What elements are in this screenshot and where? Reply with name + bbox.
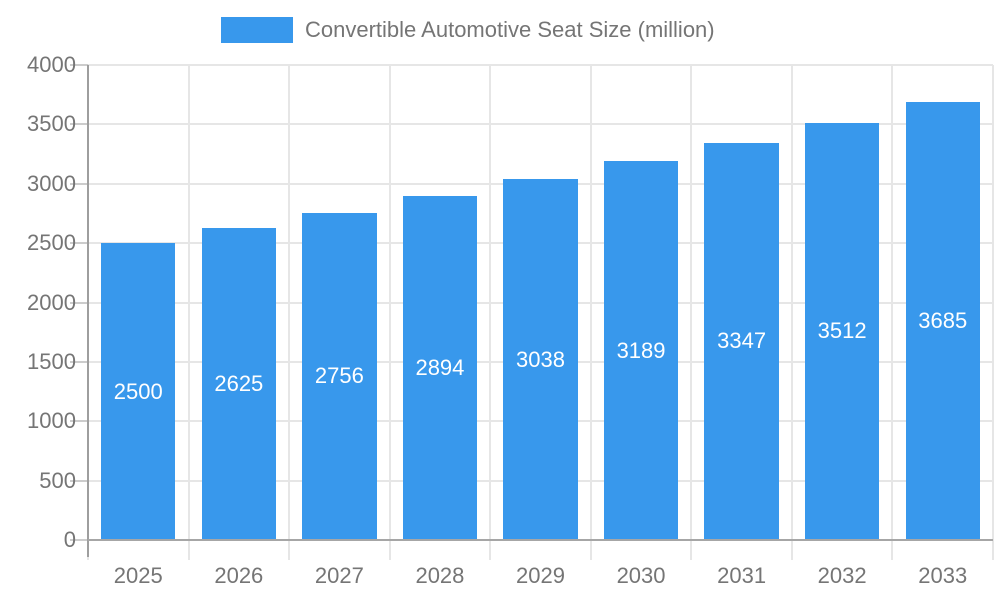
gridline-vertical — [489, 65, 492, 560]
y-axis-tick — [70, 479, 88, 482]
y-axis-tick — [70, 242, 88, 245]
y-axis-tick-label: 1500 — [27, 348, 76, 374]
y-axis-tick — [70, 301, 88, 304]
gridline-vertical — [187, 65, 190, 560]
bar-2029[interactable] — [503, 179, 578, 540]
y-axis-tick — [70, 360, 88, 363]
bar-2027[interactable] — [302, 212, 377, 540]
bar-value-label: 2756 — [314, 363, 364, 389]
gridline-vertical — [690, 65, 693, 560]
y-axis-tick-label: 3000 — [27, 170, 76, 196]
bar-value-label: 2500 — [113, 378, 163, 404]
x-axis-line — [88, 539, 993, 541]
y-axis-tick — [70, 64, 88, 66]
y-axis-tick-label: 500 — [39, 467, 76, 493]
bar-value-label: 3512 — [817, 318, 867, 344]
gridline-horizontal — [88, 64, 993, 66]
bar-value-label: 3038 — [516, 346, 565, 372]
bar-2030[interactable] — [603, 161, 679, 540]
y-axis-tick-label: 3500 — [27, 111, 76, 137]
x-axis-label: 2027 — [314, 563, 364, 588]
y-axis-tick — [70, 182, 88, 185]
bar-2032[interactable] — [804, 122, 880, 540]
y-axis-line — [87, 65, 89, 557]
y-axis-tick-label: 4000 — [27, 52, 76, 77]
y-axis-tick — [70, 539, 88, 541]
x-axis-label: 2030 — [616, 563, 666, 588]
x-axis-label: 2029 — [516, 563, 565, 588]
gridline-vertical — [790, 65, 793, 560]
bar-value-label: 3189 — [616, 337, 666, 363]
x-axis-label: 2032 — [817, 563, 867, 588]
bar-value-label: 3685 — [918, 308, 968, 334]
gridline-vertical — [589, 65, 592, 560]
bar-2033[interactable] — [905, 102, 980, 540]
bar-2031[interactable] — [704, 142, 779, 540]
x-axis-label: 2033 — [918, 563, 968, 588]
x-axis-label: 2026 — [214, 563, 264, 588]
gridline-vertical — [891, 65, 894, 560]
bar-value-label: 2894 — [415, 355, 465, 381]
y-axis-tick-label: 2000 — [27, 289, 76, 315]
gridline-vertical — [288, 65, 291, 560]
y-axis-tick-label: 1000 — [27, 408, 76, 434]
x-axis-label: 2025 — [113, 563, 163, 588]
y-axis-tick — [70, 420, 88, 423]
y-axis-tick-label: 2500 — [27, 230, 76, 256]
bar-value-label: 2625 — [214, 371, 264, 397]
legend: Convertible Automotive Seat Size (millio… — [221, 17, 715, 43]
bar-2025[interactable] — [101, 243, 176, 540]
gridline-horizontal — [88, 123, 993, 126]
x-axis-label: 2028 — [415, 563, 465, 588]
y-axis-tick — [70, 123, 88, 126]
x-axis-label: 2031 — [717, 563, 767, 588]
bar-2026[interactable] — [201, 228, 277, 540]
legend-swatch — [221, 17, 293, 43]
legend-series-label: Convertible Automotive Seat Size (millio… — [305, 17, 715, 42]
gridline-vertical — [388, 65, 391, 560]
bar-value-label: 3347 — [717, 328, 767, 354]
bar-2028[interactable] — [402, 196, 478, 540]
y-axis-tick-label: 0 — [63, 527, 76, 552]
gridline-vertical — [992, 65, 994, 560]
